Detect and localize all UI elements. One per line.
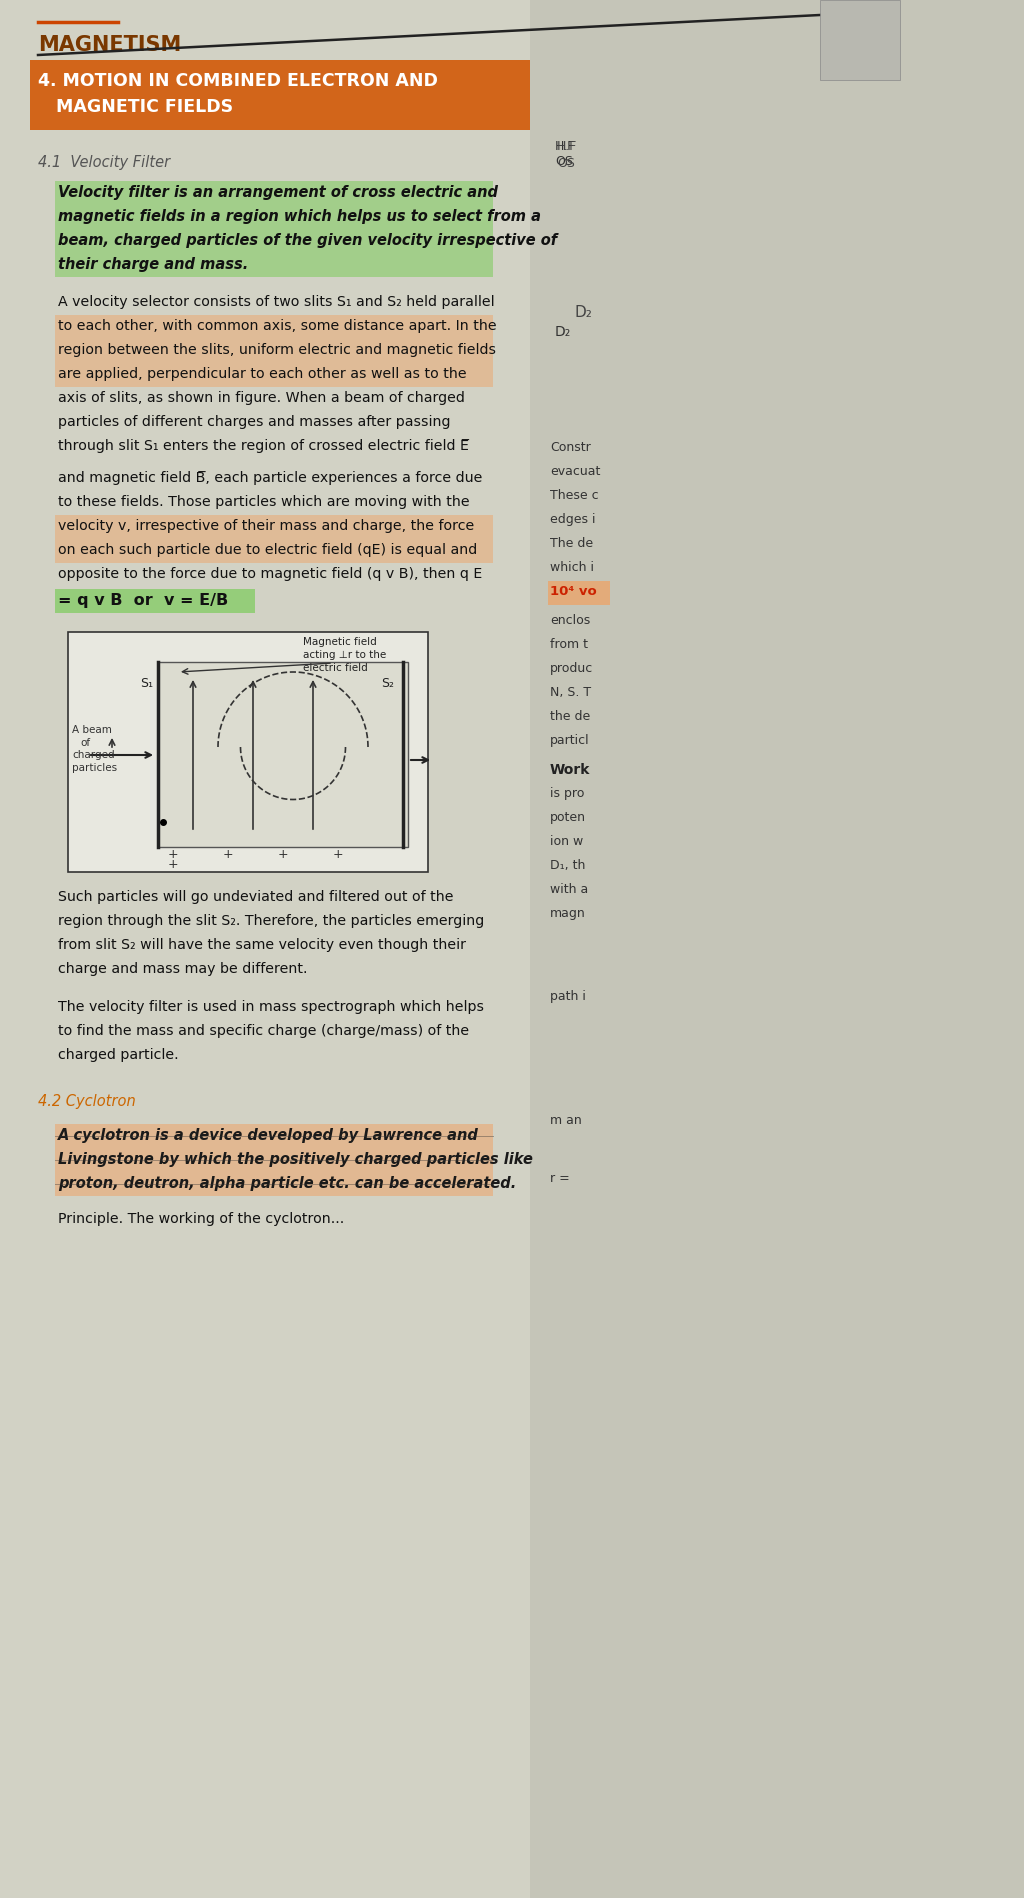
Text: 10⁴ vo: 10⁴ vo: [550, 585, 597, 598]
Text: on each such particle due to electric field (qE) is equal and: on each such particle due to electric fi…: [58, 543, 477, 556]
Text: 4.1  Velocity Filter: 4.1 Velocity Filter: [38, 156, 170, 171]
Text: particles of different charges and masses after passing: particles of different charges and masse…: [58, 416, 451, 429]
Text: beam, charged particles of the given velocity irrespective of: beam, charged particles of the given vel…: [58, 233, 557, 249]
Text: their charge and mass.: their charge and mass.: [58, 256, 248, 271]
Text: velocity v, irrespective of their mass and charge, the force: velocity v, irrespective of their mass a…: [58, 518, 474, 533]
Text: charged: charged: [72, 750, 115, 759]
Text: opposite to the force due to magnetic field (q v B), then q E: opposite to the force due to magnetic fi…: [58, 568, 482, 581]
Text: through slit S₁ enters the region of crossed electric field E̅: through slit S₁ enters the region of cro…: [58, 438, 469, 454]
Text: proton, deutron, alpha particle etc. can be accelerated.: proton, deutron, alpha particle etc. can…: [58, 1177, 516, 1192]
Text: to these fields. Those particles which are moving with the: to these fields. Those particles which a…: [58, 495, 470, 509]
Text: D₁, th: D₁, th: [550, 860, 586, 871]
Text: Livingstone by which the positively charged particles like: Livingstone by which the positively char…: [58, 1152, 532, 1167]
Bar: [55, 252, 493, 277]
Text: of: of: [80, 738, 90, 748]
Text: A beam: A beam: [72, 725, 112, 735]
Text: which i: which i: [550, 562, 594, 573]
Bar: [55, 340, 493, 363]
Bar: [158, 662, 408, 847]
Text: from t: from t: [550, 638, 588, 651]
Text: +: +: [168, 858, 178, 871]
Text: edges i: edges i: [550, 512, 596, 526]
Text: The de: The de: [550, 537, 593, 550]
Bar: [55, 205, 493, 230]
Text: magn: magn: [550, 907, 586, 921]
Text: +: +: [333, 848, 343, 860]
Text: particles: particles: [72, 763, 117, 772]
Text: S₁: S₁: [140, 678, 153, 691]
Text: with a: with a: [550, 883, 588, 896]
Text: region through the slit S₂. Therefore, the particles emerging: region through the slit S₂. Therefore, t…: [58, 915, 484, 928]
Text: H.F: H.F: [555, 140, 575, 154]
Text: 4. MOTION IN COMBINED ELECTRON AND: 4. MOTION IN COMBINED ELECTRON AND: [38, 72, 438, 89]
Text: These c: These c: [550, 490, 599, 501]
Text: acting ⊥r to the: acting ⊥r to the: [303, 649, 386, 661]
Text: +: +: [278, 848, 289, 860]
Text: MAGNETIC FIELDS: MAGNETIC FIELDS: [56, 99, 233, 116]
Bar: [530, 0, 1024, 1898]
Text: A velocity selector consists of two slits S₁ and S₂ held parallel: A velocity selector consists of two slit…: [58, 294, 495, 309]
Bar: [55, 363, 493, 387]
Text: electric field: electric field: [303, 662, 368, 674]
Text: Such particles will go undeviated and filtered out of the: Such particles will go undeviated and fi…: [58, 890, 454, 903]
Text: ion w: ion w: [550, 835, 584, 848]
Text: r =: r =: [550, 1171, 569, 1184]
Text: m an: m an: [550, 1114, 582, 1127]
Text: Constr: Constr: [550, 440, 591, 454]
Text: particl: particl: [550, 735, 590, 748]
Bar: [548, 581, 610, 605]
Text: Magnetic field: Magnetic field: [303, 638, 377, 647]
Bar: [55, 230, 493, 252]
Text: axis of slits, as shown in figure. When a beam of charged: axis of slits, as shown in figure. When …: [58, 391, 465, 404]
Bar: [55, 1124, 493, 1148]
Text: region between the slits, uniform electric and magnetic fields: region between the slits, uniform electr…: [58, 344, 496, 357]
Bar: [55, 1148, 493, 1171]
Bar: [55, 180, 493, 205]
Bar: [55, 1171, 493, 1196]
Text: S₂: S₂: [381, 678, 394, 691]
Text: +: +: [222, 848, 233, 860]
Text: charge and mass may be different.: charge and mass may be different.: [58, 962, 307, 976]
Text: 4.2 Cyclotron: 4.2 Cyclotron: [38, 1093, 136, 1108]
Bar: [55, 539, 493, 564]
Text: MAGNETISM: MAGNETISM: [38, 34, 181, 55]
Text: is pro: is pro: [550, 788, 585, 799]
Text: charged particle.: charged particle.: [58, 1048, 178, 1063]
Text: OS: OS: [557, 158, 574, 171]
Text: The velocity filter is used in mass spectrograph which helps: The velocity filter is used in mass spec…: [58, 1000, 484, 1014]
Text: OS: OS: [555, 156, 572, 169]
Text: are applied, perpendicular to each other as well as to the: are applied, perpendicular to each other…: [58, 366, 467, 381]
Bar: [55, 514, 493, 539]
Text: from slit S₂ will have the same velocity even though their: from slit S₂ will have the same velocity…: [58, 938, 466, 953]
Bar: [30, 61, 530, 129]
Bar: [0, 0, 530, 1898]
Text: Velocity filter is an arrangement of cross electric and: Velocity filter is an arrangement of cro…: [58, 184, 498, 199]
Text: evacuat: evacuat: [550, 465, 600, 478]
Text: Principle. The working of the cyclotron...: Principle. The working of the cyclotron.…: [58, 1213, 344, 1226]
Text: +: +: [168, 848, 178, 860]
Text: D₂: D₂: [555, 325, 571, 340]
Text: to find the mass and specific charge (charge/mass) of the: to find the mass and specific charge (ch…: [58, 1025, 469, 1038]
Bar: [55, 315, 493, 340]
Text: produc: produc: [550, 662, 593, 676]
Text: path i: path i: [550, 991, 586, 1002]
Text: A cyclotron is a device developed by Lawrence and: A cyclotron is a device developed by Law…: [58, 1127, 479, 1143]
Bar: [68, 632, 428, 871]
Text: and magnetic field B̅, each particle experiences a force due: and magnetic field B̅, each particle exp…: [58, 471, 482, 486]
Text: magnetic fields in a region which helps us to select from a: magnetic fields in a region which helps …: [58, 209, 541, 224]
Text: H.F: H.F: [557, 140, 578, 154]
Text: the de: the de: [550, 710, 590, 723]
Text: = q v B  or  v = E/B: = q v B or v = E/B: [58, 592, 228, 607]
Bar: [55, 588, 255, 613]
Text: poten: poten: [550, 810, 586, 824]
Bar: [820, 0, 900, 80]
Text: Work: Work: [550, 763, 591, 776]
Text: to each other, with common axis, some distance apart. In the: to each other, with common axis, some di…: [58, 319, 497, 332]
Text: enclos: enclos: [550, 613, 590, 626]
Text: N, S. T: N, S. T: [550, 685, 591, 698]
Text: D₂: D₂: [575, 306, 593, 321]
